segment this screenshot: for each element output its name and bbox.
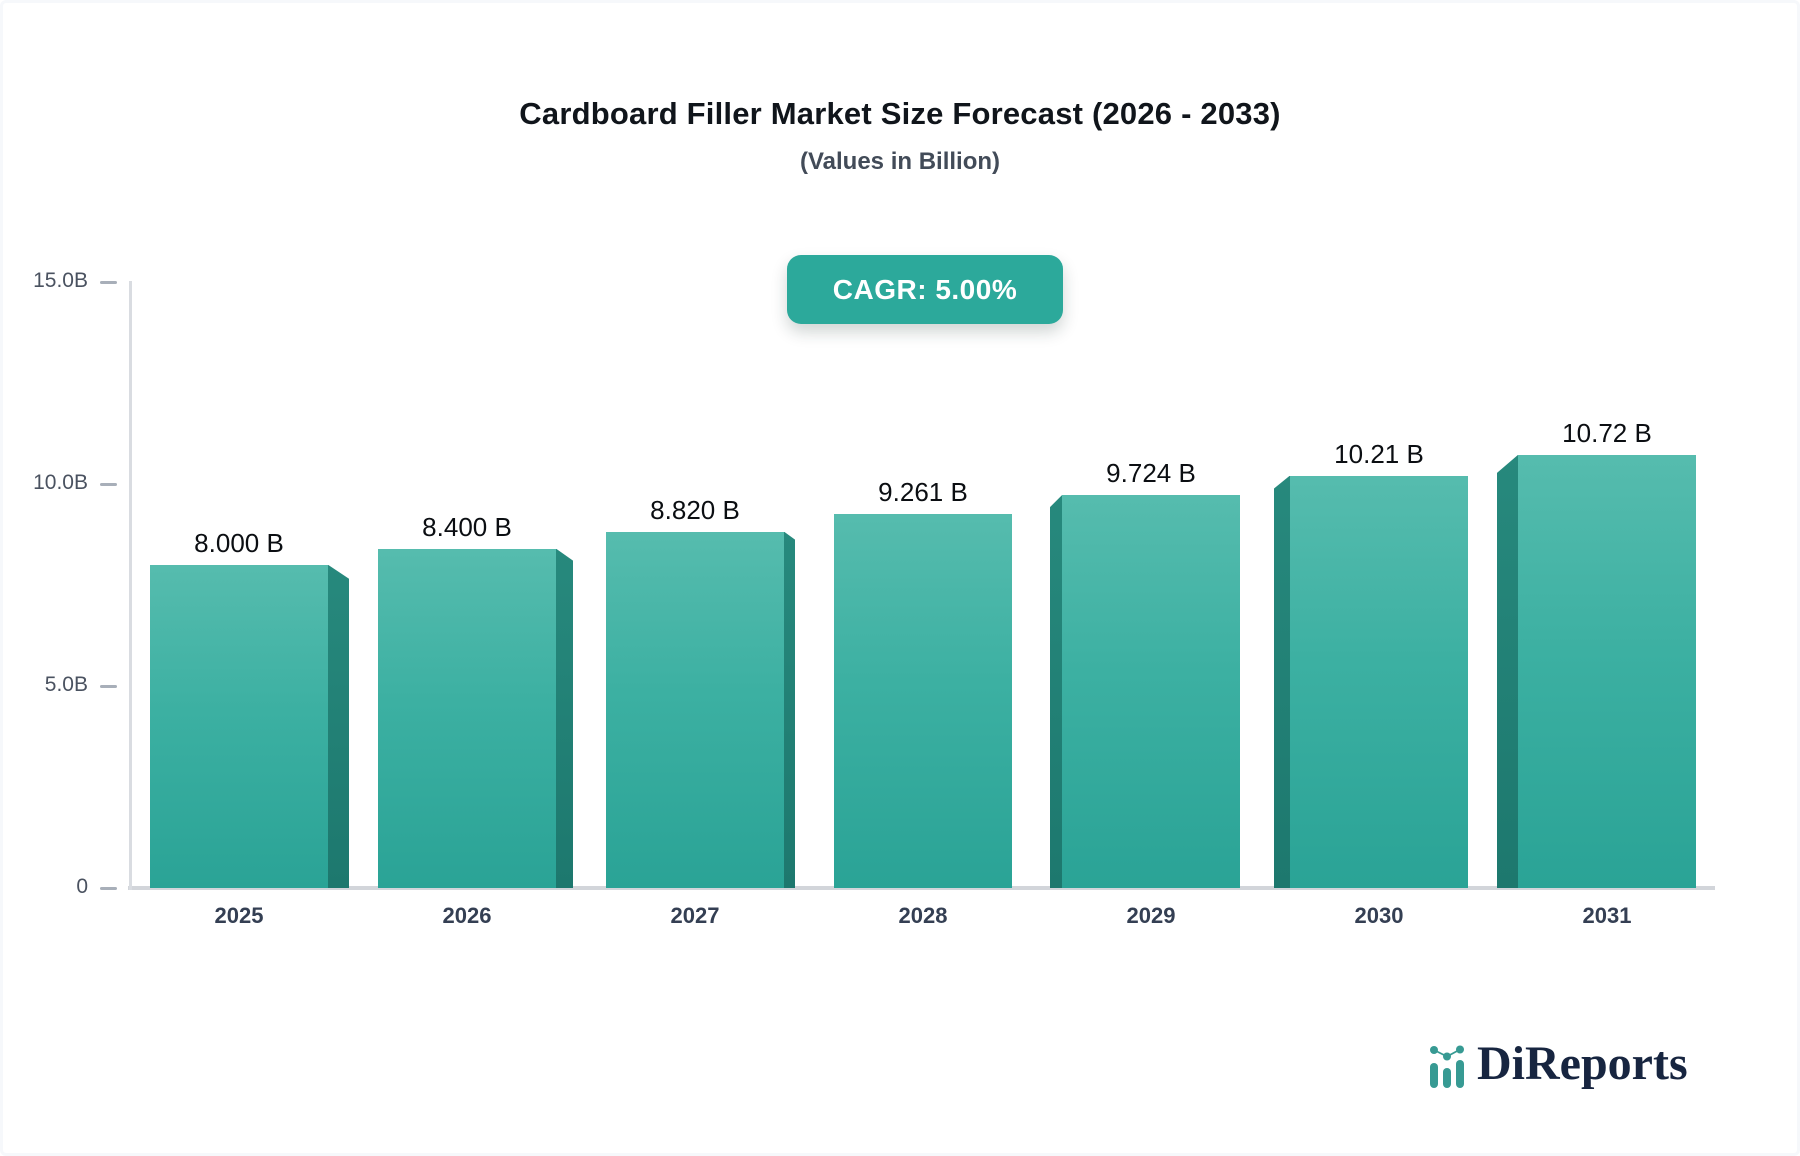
chart-title: Cardboard Filler Market Size Forecast (2… (519, 96, 1281, 131)
x-axis-label: 2030 (1354, 903, 1404, 928)
bar-side-face (1497, 454, 1518, 888)
bar-side-face (1274, 475, 1290, 888)
bar (834, 513, 1012, 888)
y-tick-mark (100, 482, 117, 486)
bar-value-label: 9.724 B (1106, 458, 1196, 489)
x-axis-label: 2031 (1582, 903, 1632, 928)
logo-text: DiReports (1477, 1037, 1688, 1090)
bar-value-label: 8.400 B (422, 511, 512, 542)
y-tick-mark (100, 684, 117, 688)
bar (150, 564, 328, 888)
bar (1518, 454, 1696, 888)
x-axis-label: 2026 (442, 903, 492, 928)
bar (1062, 495, 1240, 888)
chart-subtitle: (Values in Billion) (799, 148, 1001, 175)
bar (1290, 475, 1468, 888)
x-axis-label: 2029 (1126, 903, 1176, 928)
x-axis-label: 2025 (214, 903, 264, 928)
bar-chart-logo-icon (1430, 1045, 1464, 1088)
bar (378, 548, 556, 888)
bar-side-face (328, 564, 349, 888)
bar-value-label: 8.000 B (194, 527, 284, 558)
y-tick-mark (100, 280, 117, 284)
x-axis-line (128, 886, 1715, 890)
cagr-badge: CAGR: 5.00% (787, 255, 1063, 324)
bar-side-face (784, 531, 795, 888)
bar-side-face (1050, 495, 1062, 888)
bar-value-label: 10.72 B (1562, 417, 1652, 448)
bar-value-label: 9.261 B (878, 476, 968, 507)
x-axis-label: 2027 (670, 903, 720, 928)
y-tick-label: 5.0B (44, 673, 88, 696)
y-tick-label: 0 (76, 875, 88, 898)
y-tick-label: 15.0B (33, 269, 88, 292)
brand-logo: DiReports (1428, 1040, 1688, 1088)
bar (606, 531, 784, 888)
bar-value-label: 10.21 B (1334, 438, 1424, 469)
y-axis-line (129, 281, 132, 890)
bar-side-face (556, 548, 573, 888)
x-axis-label: 2028 (898, 903, 948, 928)
y-tick-mark (100, 886, 117, 890)
bar-value-label: 8.820 B (650, 494, 740, 525)
y-tick-label: 10.0B (33, 471, 88, 494)
